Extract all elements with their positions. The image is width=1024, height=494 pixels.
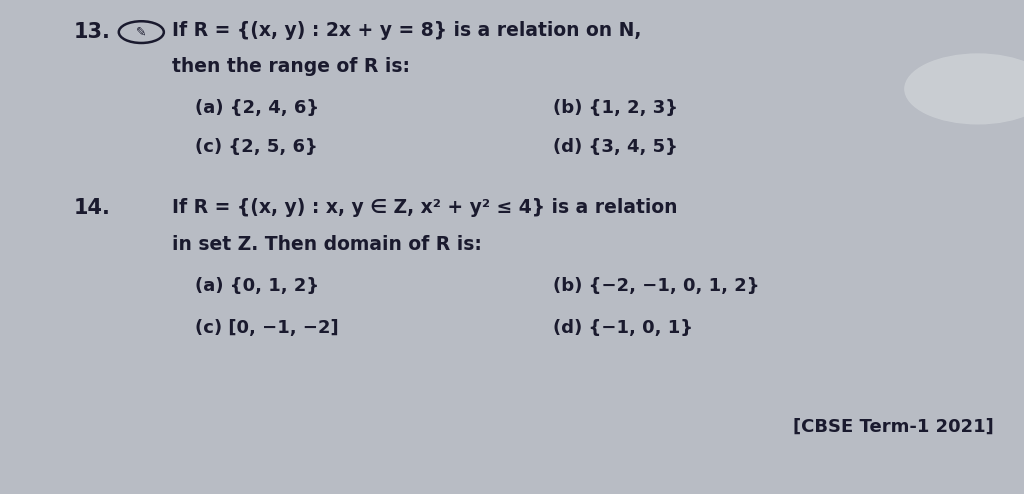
Text: (b) {−2, −1, 0, 1, 2}: (b) {−2, −1, 0, 1, 2}	[553, 277, 760, 294]
Text: then the range of R is:: then the range of R is:	[172, 57, 410, 76]
Text: in set Z. Then domain of R is:: in set Z. Then domain of R is:	[172, 235, 482, 253]
Text: (c) {2, 5, 6}: (c) {2, 5, 6}	[195, 138, 317, 156]
Text: ✎: ✎	[136, 26, 146, 39]
Text: 14.: 14.	[74, 198, 111, 217]
Text: (d) {3, 4, 5}: (d) {3, 4, 5}	[553, 138, 678, 156]
Text: 13.: 13.	[74, 22, 111, 42]
Text: [CBSE Term-1 2021]: [CBSE Term-1 2021]	[793, 417, 993, 435]
Text: (c) [0, −1, −2]: (c) [0, −1, −2]	[195, 319, 338, 336]
Circle shape	[904, 53, 1024, 124]
Text: If R = {(x, y) : 2x + y = 8} is a relation on N,: If R = {(x, y) : 2x + y = 8} is a relati…	[172, 21, 641, 40]
Text: (b) {1, 2, 3}: (b) {1, 2, 3}	[553, 99, 678, 117]
Text: (a) {2, 4, 6}: (a) {2, 4, 6}	[195, 99, 318, 117]
Text: If R = {(x, y) : x, y ∈ Z, x² + y² ≤ 4} is a relation: If R = {(x, y) : x, y ∈ Z, x² + y² ≤ 4} …	[172, 198, 678, 216]
Text: (a) {0, 1, 2}: (a) {0, 1, 2}	[195, 277, 318, 294]
Text: (d) {−1, 0, 1}: (d) {−1, 0, 1}	[553, 319, 693, 336]
